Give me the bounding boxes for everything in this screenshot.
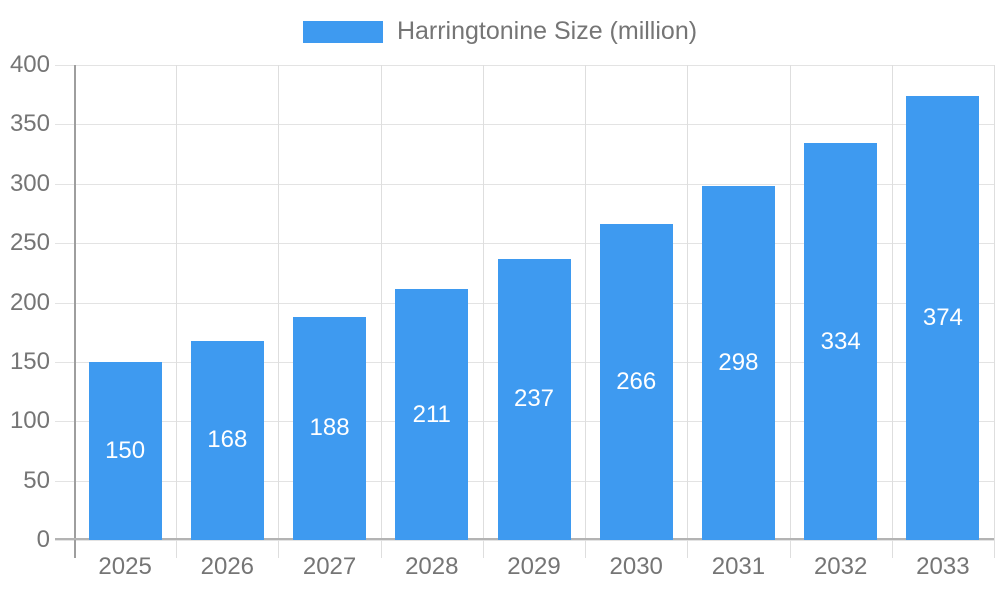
bar-value-label-2030: 266 <box>616 368 657 396</box>
x-tick-label-2026: 2026 <box>200 553 255 580</box>
y-tick-label-400: 400 <box>9 51 50 78</box>
y-axis-line <box>74 65 76 558</box>
y-tick-label-0: 0 <box>36 526 50 553</box>
gridline-y-300 <box>55 183 994 185</box>
y-tick-label-100: 100 <box>9 407 50 435</box>
x-tick-label-2031: 2031 <box>711 553 766 580</box>
gridline-x-9 <box>994 65 995 558</box>
y-tick-label-300: 300 <box>9 169 50 197</box>
bar-2030[interactable]: 266 <box>599 224 673 540</box>
y-tick-label-350: 350 <box>9 110 50 138</box>
bar-value-label-2026: 168 <box>207 426 248 454</box>
bar-2031[interactable]: 298 <box>701 186 775 540</box>
gridline-x-3 <box>380 65 382 558</box>
gridline-x-1 <box>176 65 178 558</box>
y-tick-label-50: 50 <box>23 466 50 494</box>
chart-legend[interactable]: Harringtonine Size (million) <box>0 17 1000 46</box>
bar-value-label-2029: 237 <box>513 385 555 413</box>
gridline-x-2 <box>278 65 280 558</box>
y-tick-label-250: 250 <box>9 229 50 257</box>
legend-swatch <box>302 20 383 43</box>
x-tick-label-2033: 2033 <box>916 553 970 580</box>
y-tick-label-150: 150 <box>9 347 50 375</box>
legend-label: Harringtonine Size (million) <box>396 17 698 45</box>
gridline-x-8 <box>891 65 893 558</box>
x-tick-label-2030: 2030 <box>609 553 663 580</box>
bar-2025[interactable]: 150 <box>88 361 162 540</box>
bar-2033[interactable]: 374 <box>906 95 980 540</box>
bar-2027[interactable]: 188 <box>293 316 367 540</box>
bar-value-label-2031: 298 <box>718 349 759 377</box>
plot-area: 150 168 188 211 237 266 298 334 374 <box>55 65 995 558</box>
x-tick-label-2028: 2028 <box>405 553 459 580</box>
gridline-x-5 <box>585 65 587 558</box>
bar-value-label-2028: 211 <box>412 400 451 428</box>
gridline-x-4 <box>482 65 484 558</box>
gridline-y-250 <box>55 243 994 245</box>
x-tick-label-2027: 2027 <box>302 553 357 580</box>
bar-2029[interactable]: 237 <box>497 258 571 540</box>
x-tick-label-2025: 2025 <box>98 553 152 580</box>
x-tick-label-2029: 2029 <box>507 553 561 580</box>
bar-2028[interactable]: 211 <box>395 289 469 540</box>
gridline-x-7 <box>789 65 791 558</box>
bar-value-label-2027: 188 <box>309 414 350 442</box>
bar-2026[interactable]: 168 <box>190 340 264 540</box>
gridline-y-350 <box>55 124 994 126</box>
gridline-y-400 <box>55 65 994 66</box>
bar-value-label-2033: 374 <box>922 303 963 331</box>
y-tick-label-200: 200 <box>9 288 50 316</box>
bar-value-label-2032: 334 <box>820 327 861 355</box>
bar-2032[interactable]: 334 <box>804 143 878 540</box>
gridline-y-0 <box>55 540 994 541</box>
bar-value-label-2025: 150 <box>105 436 146 464</box>
gridline-x-6 <box>687 65 689 558</box>
x-tick-label-2032: 2032 <box>813 553 868 580</box>
